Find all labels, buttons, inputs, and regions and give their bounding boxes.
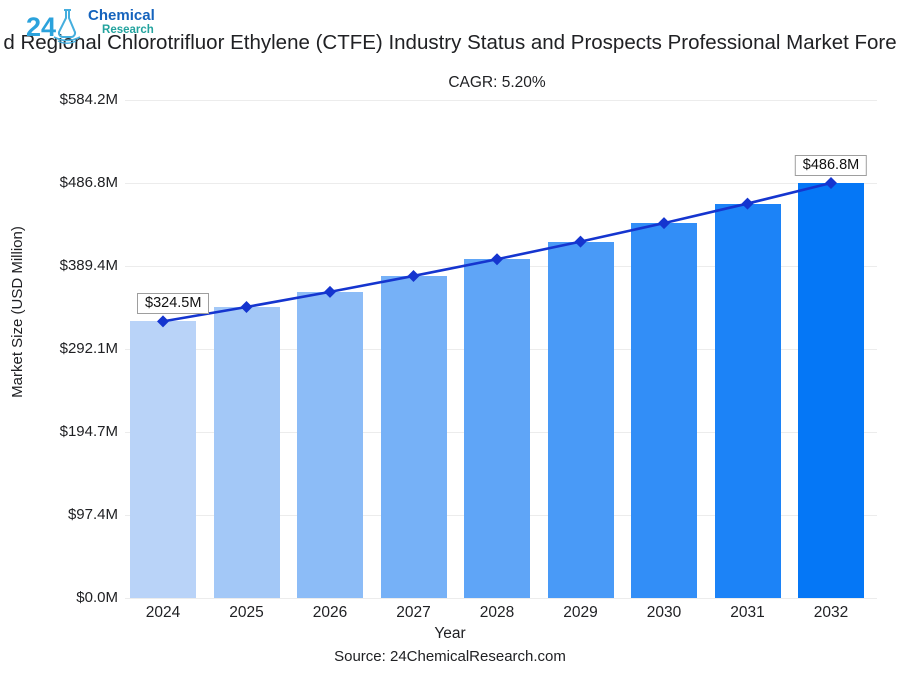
- x-tick-label-2027: 2027: [396, 604, 431, 621]
- page-title: d Regional Chlorotrifluor Ethylene (CTFE…: [3, 31, 897, 54]
- y-tick-label: $584.2M: [59, 91, 118, 108]
- gridline: [125, 100, 877, 101]
- x-axis-label: Year: [434, 625, 466, 642]
- x-tick-label-2028: 2028: [479, 604, 515, 621]
- x-tick-label-2029: 2029: [563, 604, 598, 621]
- brand-logo: 24 Chemical Research: [26, 8, 155, 51]
- y-tick-label: $486.8M: [59, 174, 118, 192]
- y-tick-label: $194.7M: [59, 423, 118, 441]
- bar-2029: [547, 241, 614, 598]
- y-tick-label: $292.1M: [59, 340, 118, 357]
- logo-number: 24: [26, 12, 57, 42]
- flask-icon: [50, 7, 84, 50]
- y-tick-label: $97.4M: [67, 505, 118, 523]
- bar-2032: [798, 183, 864, 598]
- bar-2025: [213, 306, 280, 598]
- x-tick-label-2026: 2026: [312, 604, 348, 621]
- x-tick-label-2025: 2025: [229, 604, 264, 621]
- gridline: [125, 183, 877, 185]
- value-label-2024: $324.5M: [137, 293, 210, 315]
- x-tick-label-2024: 2024: [145, 604, 181, 621]
- value-label-2032: $486.8M: [794, 155, 868, 177]
- logo-word-research: Research: [102, 23, 154, 36]
- logo-wordmark: Chemical Research: [88, 8, 155, 36]
- bar-2030: [631, 223, 697, 598]
- x-tick-label-2030: 2030: [646, 604, 682, 621]
- y-axis-label: Market Size (USD Million): [9, 226, 26, 398]
- bar-2031: [714, 203, 781, 598]
- bar-2027: [380, 275, 447, 598]
- source-attribution: Source: 24ChemicalResearch.com: [334, 648, 566, 665]
- x-tick-label-2031: 2031: [730, 604, 765, 621]
- y-tick-label: $0.0M: [76, 589, 118, 606]
- bar-2024: [130, 321, 196, 598]
- y-tick-label: $389.4M: [59, 257, 118, 275]
- x-tick-label-2032: 2032: [813, 604, 849, 621]
- gridline: [125, 598, 877, 599]
- bar-2028: [464, 259, 530, 598]
- bar-2026: [297, 291, 363, 598]
- logo-word-chemical: Chemical: [88, 7, 155, 24]
- cagr-subtitle: CAGR: 5.20%: [448, 74, 546, 91]
